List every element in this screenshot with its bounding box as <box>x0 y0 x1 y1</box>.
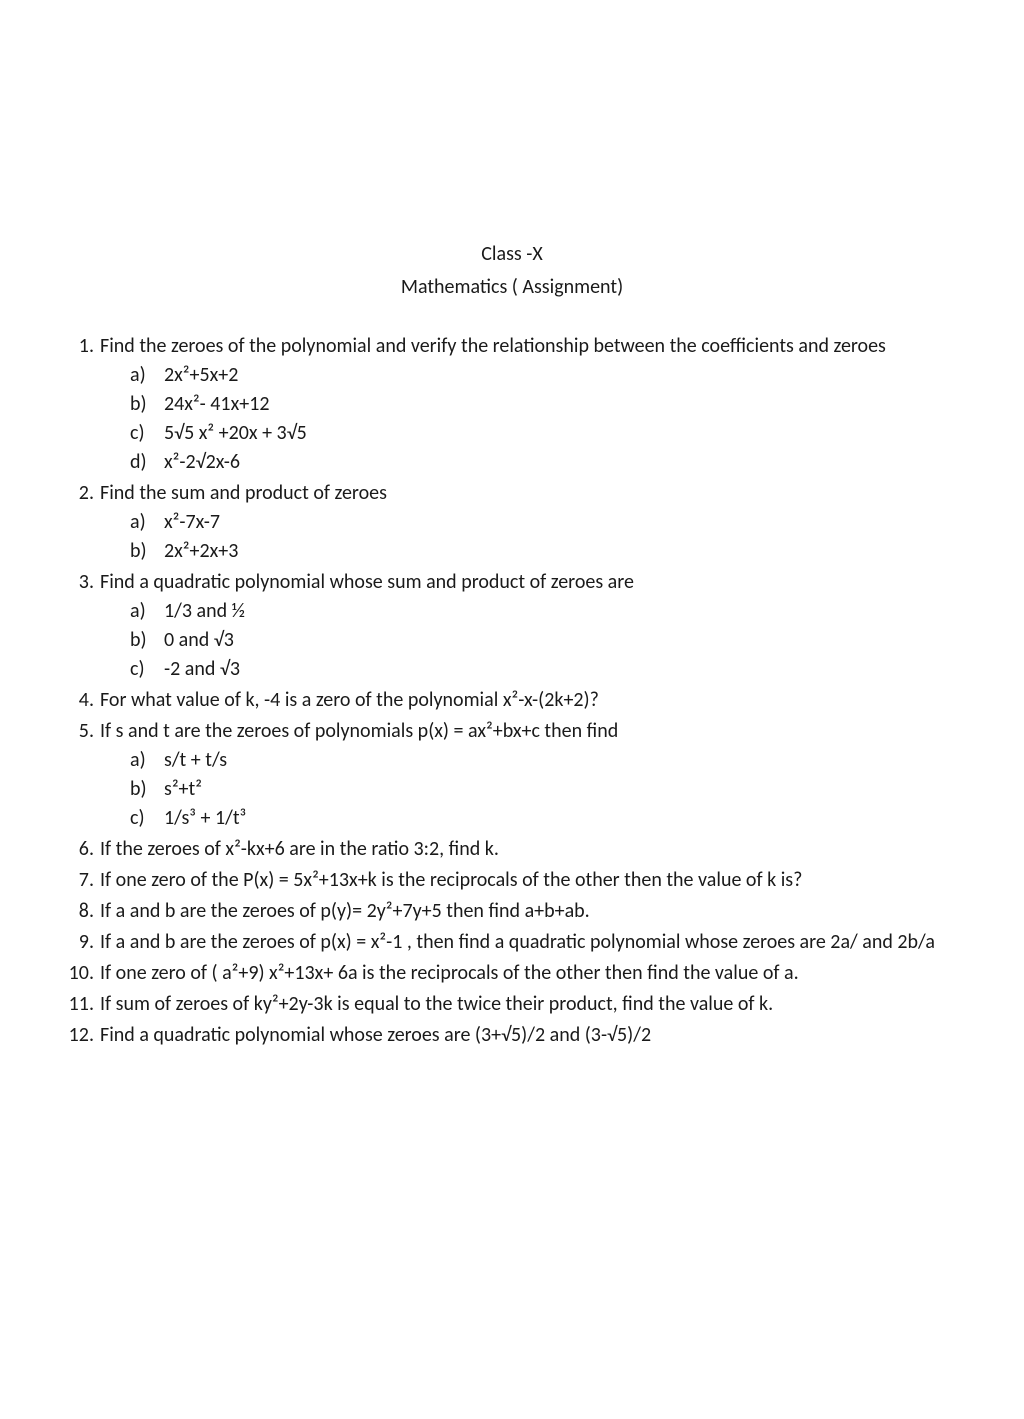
question-item: If a and b are the zeroes of p(y)= 2y²+7… <box>52 897 972 926</box>
question-text: If the zeroes of x²-kx+6 are in the rati… <box>100 837 499 861</box>
question-item: If one zero of the P(x) = 5x²+13x+k is t… <box>52 866 972 895</box>
question-text: If sum of zeroes of ky²+2y-3k is equal t… <box>100 992 773 1016</box>
question-item: If sum of zeroes of ky²+2y-3k is equal t… <box>52 990 972 1019</box>
question-text: For what value of k, -4 is a zero of the… <box>100 688 599 712</box>
question-text: If a and b are the zeroes of p(x) = x²-1… <box>100 930 935 954</box>
sub-item: 0 and √3 <box>100 626 972 655</box>
question-item: Find a quadratic polynomial whose sum an… <box>52 568 972 684</box>
sub-item: s²+t² <box>100 775 972 804</box>
sub-item: 1/3 and ½ <box>100 597 972 626</box>
sub-item: 1/s³ + 1/t³ <box>100 804 972 833</box>
question-item: Find a quadratic polynomial whose zeroes… <box>52 1021 972 1050</box>
sub-item: 5√5 x² +20x + 3√5 <box>100 419 972 448</box>
question-text: If a and b are the zeroes of p(y)= 2y²+7… <box>100 899 590 923</box>
sub-list: 2x²+5x+224x²- 41x+125√5 x² +20x + 3√5x²-… <box>100 361 972 477</box>
sub-item: 2x²+5x+2 <box>100 361 972 390</box>
question-item: Find the zeroes of the polynomial and ve… <box>52 332 972 477</box>
sub-list: x²-7x-72x²+2x+3 <box>100 508 972 566</box>
subject-title: Mathematics ( Assignment) <box>52 273 972 302</box>
question-item: If the zeroes of x²-kx+6 are in the rati… <box>52 835 972 864</box>
question-text: Find the sum and product of zeroes <box>100 481 387 505</box>
sub-item: 2x²+2x+3 <box>100 537 972 566</box>
sub-list: s/t + t/ss²+t²1/s³ + 1/t³ <box>100 746 972 833</box>
question-text: If one zero of the P(x) = 5x²+13x+k is t… <box>100 868 802 892</box>
sub-item: 24x²- 41x+12 <box>100 390 972 419</box>
question-item: Find the sum and product of zeroes x²-7x-… <box>52 479 972 566</box>
question-item: If s and t are the zeroes of polynomials… <box>52 717 972 833</box>
assignment-page: Class -X Mathematics ( Assignment) Find … <box>0 0 1024 1050</box>
sub-item: x²-2√2x-6 <box>100 448 972 477</box>
question-text: Find a quadratic polynomial whose zeroes… <box>100 1023 651 1047</box>
sub-list: 1/3 and ½0 and √3-2 and √3 <box>100 597 972 684</box>
question-text: Find the zeroes of the polynomial and ve… <box>100 334 886 358</box>
class-title: Class -X <box>52 240 972 269</box>
sub-item: -2 and √3 <box>100 655 972 684</box>
question-text: If s and t are the zeroes of polynomials… <box>100 719 618 743</box>
question-list: Find the zeroes of the polynomial and ve… <box>52 332 972 1050</box>
question-item: If one zero of ( a²+9) x²+13x+ 6a is the… <box>52 959 972 988</box>
sub-item: x²-7x-7 <box>100 508 972 537</box>
question-item: For what value of k, -4 is a zero of the… <box>52 686 972 715</box>
question-item: If a and b are the zeroes of p(x) = x²-1… <box>52 928 972 957</box>
question-text: Find a quadratic polynomial whose sum an… <box>100 570 634 594</box>
question-text: If one zero of ( a²+9) x²+13x+ 6a is the… <box>100 961 799 985</box>
sub-item: s/t + t/s <box>100 746 972 775</box>
